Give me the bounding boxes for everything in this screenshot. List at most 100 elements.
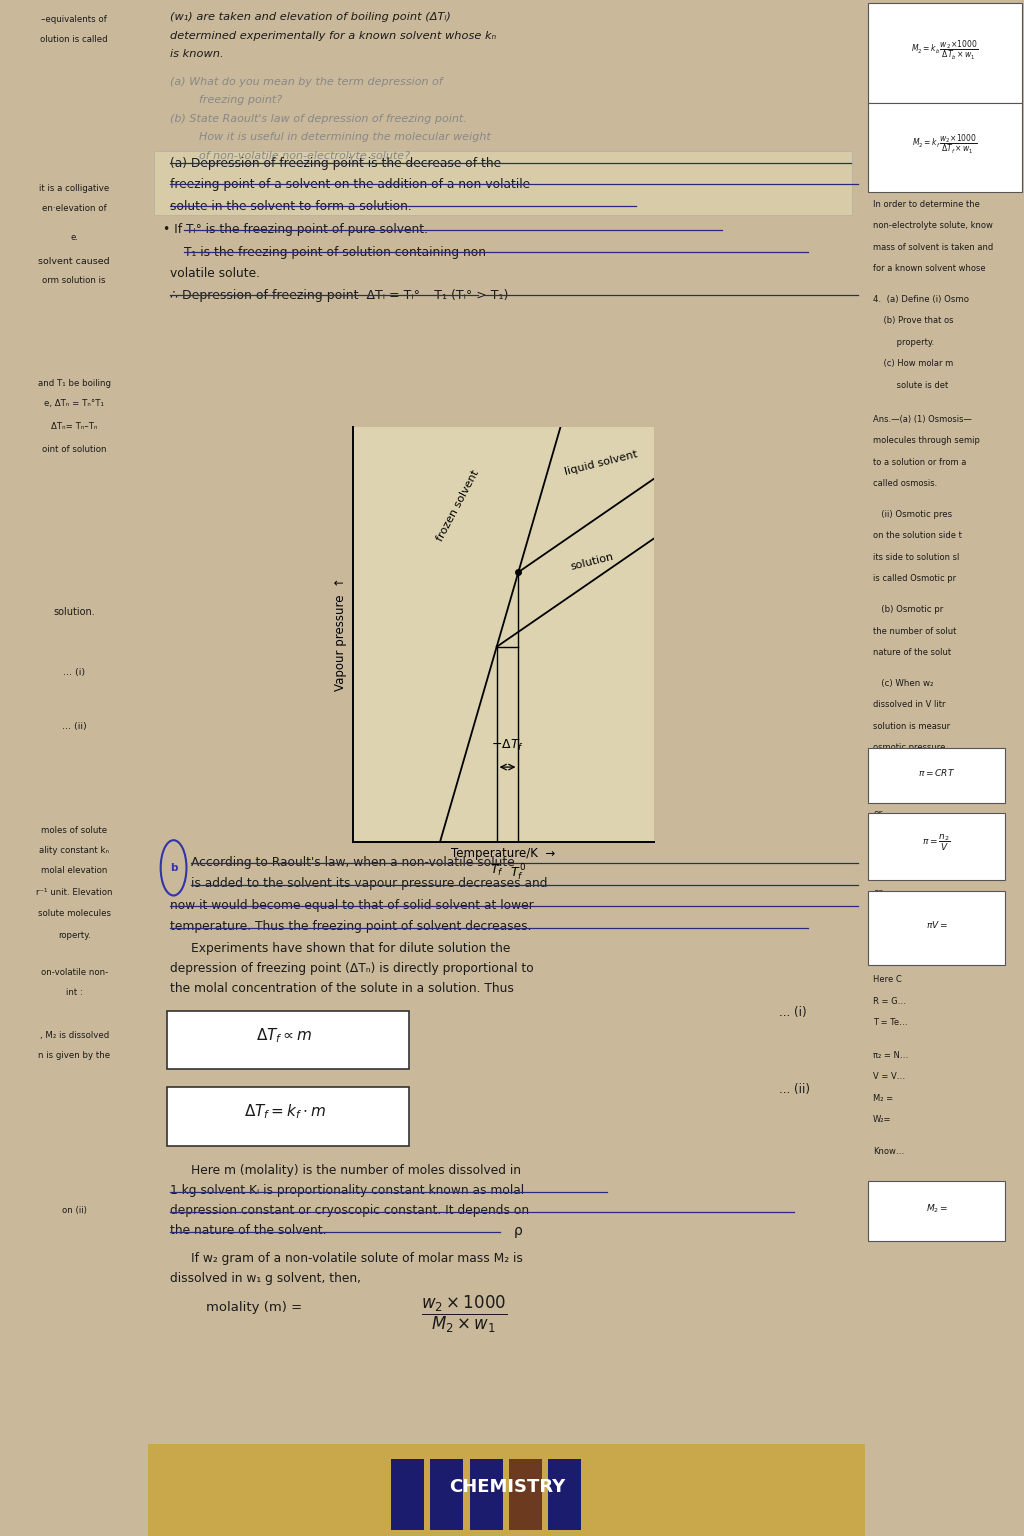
- Text: depression constant or cryoscopic constant. It depends on: depression constant or cryoscopic consta…: [170, 1204, 529, 1217]
- Text: solution.: solution.: [53, 607, 95, 617]
- Text: now it would become equal to that of solid solvent at lower: now it would become equal to that of sol…: [170, 899, 534, 911]
- Text: $M_2 = k_b\,\dfrac{w_2\!\times\!1000}{\Delta T_b\times w_1}$: $M_2 = k_b\,\dfrac{w_2\!\times\!1000}{\D…: [911, 38, 978, 63]
- Text: molal elevation: molal elevation: [41, 866, 108, 876]
- Text: the number of solut: the number of solut: [873, 627, 956, 636]
- Text: How it is useful in determining the molecular weight: How it is useful in determining the mole…: [199, 132, 490, 143]
- Y-axis label: Vapour pressure  ↑: Vapour pressure ↑: [334, 578, 347, 691]
- FancyBboxPatch shape: [148, 1444, 865, 1536]
- Text: solution: solution: [569, 551, 614, 573]
- Text: oint of solution: oint of solution: [42, 445, 106, 455]
- Text: In order to determine the: In order to determine the: [873, 200, 980, 209]
- Text: solution is measur: solution is measur: [873, 722, 950, 731]
- Text: T₁ is the freezing point of solution containing non-: T₁ is the freezing point of solution con…: [184, 246, 490, 258]
- FancyBboxPatch shape: [868, 748, 1006, 803]
- Text: (c) When w₂: (c) When w₂: [873, 679, 934, 688]
- Text: $\pi = \dfrac{n_2}{V}$: $\pi = \dfrac{n_2}{V}$: [923, 833, 951, 854]
- Text: ΔTₙ= Tₙ–Tₙ: ΔTₙ= Tₙ–Tₙ: [51, 422, 97, 432]
- Text: V = V…: V = V…: [873, 1072, 905, 1081]
- Text: freezing point?: freezing point?: [199, 95, 282, 106]
- FancyBboxPatch shape: [868, 1181, 1006, 1241]
- FancyBboxPatch shape: [155, 151, 852, 215]
- Text: calculate t: calculate t: [873, 1198, 918, 1207]
- Text: liquid solvent: liquid solvent: [563, 449, 639, 476]
- X-axis label: Temperature/K  →: Temperature/K →: [452, 848, 555, 860]
- Text: of non-volatile non-electrolyte solute?: of non-volatile non-electrolyte solute?: [199, 151, 410, 161]
- Text: (ii) Osmotic pres: (ii) Osmotic pres: [873, 510, 952, 519]
- Text: W₂=: W₂=: [873, 1115, 892, 1124]
- Text: temperature. Thus the freezing point of solvent decreases.: temperature. Thus the freezing point of …: [170, 920, 531, 932]
- Text: volatile solute.: volatile solute.: [170, 267, 260, 280]
- Text: solute molecules: solute molecules: [38, 909, 111, 919]
- Text: int :: int :: [66, 988, 83, 997]
- Text: solute is det: solute is det: [873, 381, 948, 390]
- FancyBboxPatch shape: [391, 1459, 424, 1530]
- Text: ... (ii): ... (ii): [61, 722, 87, 731]
- FancyBboxPatch shape: [549, 1459, 582, 1530]
- FancyBboxPatch shape: [167, 1011, 410, 1069]
- Text: M₂ =: M₂ =: [873, 1094, 893, 1103]
- Text: property.: property.: [873, 338, 935, 347]
- Text: Ans.—(a) (1) Osmosis—: Ans.—(a) (1) Osmosis—: [873, 415, 972, 424]
- Text: the nature of the solvent.: the nature of the solvent.: [170, 1224, 327, 1236]
- Text: freezing point of a solvent on the addition of a non-volatile: freezing point of a solvent on the addit…: [170, 178, 530, 190]
- Text: ∴ Depression of freezing point  ΔTᵢ = Tᵢ° – T₁ (Tᵢ° > T₁): ∴ Depression of freezing point ΔTᵢ = Tᵢ°…: [170, 289, 508, 301]
- Text: R = G…: R = G…: [873, 997, 906, 1006]
- Text: nature of the solut: nature of the solut: [873, 648, 951, 657]
- Text: depression of freezing point (ΔTₙ) is directly proportional to: depression of freezing point (ΔTₙ) is di…: [170, 962, 534, 974]
- Text: $\pi = CRT$: $\pi = CRT$: [919, 766, 955, 779]
- Text: e, ΔTₙ = Tₙ°T₁: e, ΔTₙ = Tₙ°T₁: [44, 399, 104, 409]
- Text: or,: or,: [873, 809, 885, 819]
- FancyBboxPatch shape: [430, 1459, 463, 1530]
- FancyBboxPatch shape: [867, 3, 1022, 103]
- Text: and T₁ be boiling: and T₁ be boiling: [38, 379, 111, 389]
- Text: on-volatile non-: on-volatile non-: [41, 968, 108, 977]
- Text: solute in the solvent to form a solution.: solute in the solvent to form a solution…: [170, 200, 412, 212]
- Text: If w₂ gram of a non-volatile solute of molar mass M₂ is: If w₂ gram of a non-volatile solute of m…: [191, 1252, 523, 1264]
- Text: roperty.: roperty.: [58, 931, 90, 940]
- Text: ... (i): ... (i): [63, 668, 85, 677]
- Text: –equivalents of: –equivalents of: [41, 15, 108, 25]
- Text: solvent caused: solvent caused: [39, 257, 110, 266]
- Text: $\pi V =$: $\pi V =$: [926, 919, 947, 931]
- Text: $T_f$: $T_f$: [489, 863, 504, 877]
- Text: (b) Prove that os: (b) Prove that os: [873, 316, 953, 326]
- Text: olution is called: olution is called: [40, 35, 109, 45]
- Text: 1 kg solvent Kᵢ is proportionality constant known as molal: 1 kg solvent Kᵢ is proportionality const…: [170, 1184, 524, 1197]
- Text: T = Te…: T = Te…: [873, 1018, 908, 1028]
- Text: molality (m) =: molality (m) =: [206, 1301, 302, 1313]
- Text: called osmosis.: called osmosis.: [873, 479, 937, 488]
- Text: Here m (molality) is the number of moles dissolved in: Here m (molality) is the number of moles…: [191, 1164, 521, 1177]
- Text: b: b: [170, 863, 177, 872]
- Text: $M_2 =$: $M_2 =$: [926, 1203, 948, 1215]
- Text: its side to solution sl: its side to solution sl: [873, 553, 959, 562]
- FancyBboxPatch shape: [167, 1087, 410, 1146]
- Text: ρ: ρ: [514, 1224, 523, 1238]
- Text: $M_2 = k_f\,\dfrac{w_2\!\times\!1000}{\Delta T_f\times w_1}$: $M_2 = k_f\,\dfrac{w_2\!\times\!1000}{\D…: [911, 132, 978, 157]
- Text: (a) Depression of freezing point is the decrease of the: (a) Depression of freezing point is the …: [170, 157, 501, 169]
- Text: Here C: Here C: [873, 975, 902, 985]
- FancyBboxPatch shape: [867, 103, 1022, 192]
- Text: non-electrolyte solute, know: non-electrolyte solute, know: [873, 221, 993, 230]
- Text: $\Delta T_f \propto m$: $\Delta T_f \propto m$: [256, 1026, 313, 1044]
- Text: e.: e.: [71, 233, 78, 243]
- Text: (b) Osmotic pr: (b) Osmotic pr: [873, 605, 943, 614]
- FancyBboxPatch shape: [868, 813, 1006, 880]
- Text: $\dfrac{w_2 \times 1000}{M_2 \times w_1}$: $\dfrac{w_2 \times 1000}{M_2 \times w_1}…: [421, 1293, 507, 1335]
- Text: π₂ = N…: π₂ = N…: [873, 1051, 908, 1060]
- Text: 4.  (a) Define (i) Osmo: 4. (a) Define (i) Osmo: [873, 295, 969, 304]
- Text: frozen solvent: frozen solvent: [435, 468, 481, 544]
- Text: orm solution is: orm solution is: [42, 276, 106, 286]
- Text: (b) State Raoult's law of depression of freezing point.: (b) State Raoult's law of depression of …: [170, 114, 467, 124]
- FancyBboxPatch shape: [509, 1459, 542, 1530]
- Text: ... (ii): ... (ii): [779, 1083, 810, 1095]
- Text: or,: or,: [873, 888, 885, 897]
- Text: ality constant kₙ: ality constant kₙ: [39, 846, 110, 856]
- Text: or,: or,: [873, 1180, 885, 1189]
- Text: molecules through semip: molecules through semip: [873, 436, 980, 445]
- Text: dissolved in V litr: dissolved in V litr: [873, 700, 946, 710]
- Text: $T_f^{\,0}$: $T_f^{\,0}$: [510, 863, 526, 883]
- Text: r⁻¹ unit. Elevation: r⁻¹ unit. Elevation: [36, 888, 113, 897]
- Text: on the solution side t: on the solution side t: [873, 531, 963, 541]
- Text: is added to the solvent its vapour pressure decreases and: is added to the solvent its vapour press…: [191, 877, 548, 889]
- Text: Experiments have shown that for dilute solution the: Experiments have shown that for dilute s…: [191, 942, 511, 954]
